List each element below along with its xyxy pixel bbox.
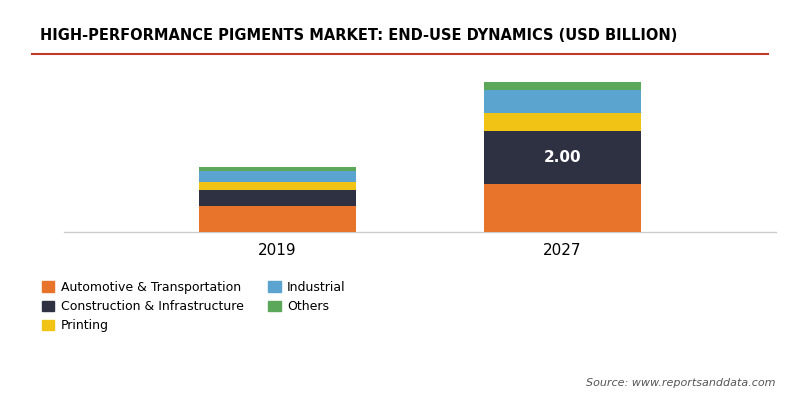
Text: HIGH-PERFORMANCE PIGMENTS MARKET: END-USE DYNAMICS (USD BILLION): HIGH-PERFORMANCE PIGMENTS MARKET: END-US… (40, 28, 678, 43)
Text: 2.00: 2.00 (543, 150, 582, 166)
Bar (199, 182, 356, 190)
Bar (199, 167, 356, 171)
Legend: Automotive & Transportation, Construction & Infrastructure, Printing, Industrial: Automotive & Transportation, Constructio… (42, 281, 346, 332)
Bar (484, 113, 641, 132)
Bar (484, 82, 641, 90)
Bar (199, 190, 356, 206)
Bar (199, 206, 356, 232)
Bar (484, 184, 641, 232)
Bar (199, 171, 356, 182)
Bar (484, 132, 641, 184)
Bar (484, 90, 641, 113)
Text: Source: www.reportsanddata.com: Source: www.reportsanddata.com (586, 378, 776, 388)
